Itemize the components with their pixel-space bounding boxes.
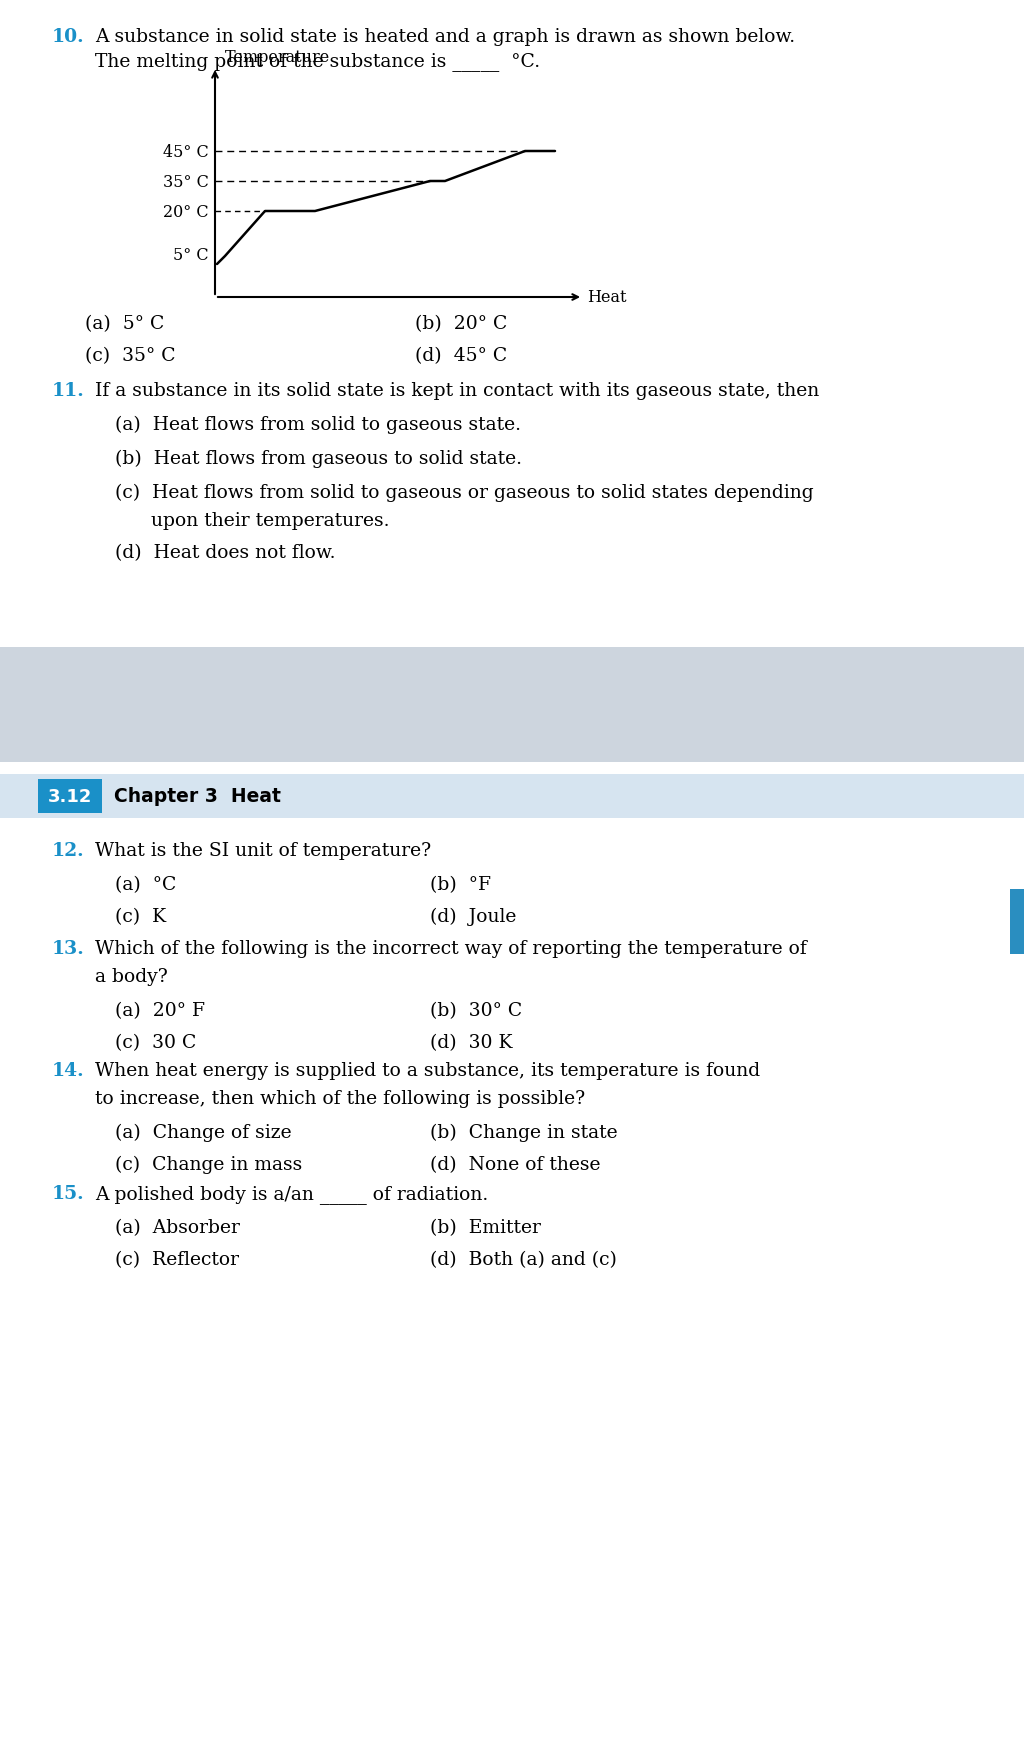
- Text: (b)  20° C: (b) 20° C: [415, 315, 507, 332]
- Text: (c)  Reflector: (c) Reflector: [115, 1251, 239, 1269]
- Text: The melting point of the substance is _____  °C.: The melting point of the substance is __…: [95, 53, 540, 70]
- Text: (d)  30 K: (d) 30 K: [430, 1033, 512, 1051]
- Text: When heat energy is supplied to a substance, its temperature is found: When heat energy is supplied to a substa…: [95, 1061, 760, 1079]
- Text: (c)  35° C: (c) 35° C: [85, 346, 176, 365]
- Bar: [0, 648, 1024, 763]
- Text: (b)  °F: (b) °F: [430, 875, 490, 894]
- Text: (b)  Heat flows from gaseous to solid state.: (b) Heat flows from gaseous to solid sta…: [115, 450, 522, 467]
- Text: (d)  45° C: (d) 45° C: [415, 346, 507, 365]
- Text: 14.: 14.: [52, 1061, 85, 1079]
- Text: 35° C: 35° C: [163, 174, 209, 190]
- Text: (a)  20° F: (a) 20° F: [115, 1001, 205, 1019]
- Bar: [38, 780, 102, 813]
- Text: (d)  None of these: (d) None of these: [430, 1156, 600, 1174]
- Text: (b)  Emitter: (b) Emitter: [430, 1218, 541, 1237]
- Bar: [0, 775, 1024, 819]
- Text: (d)  Joule: (d) Joule: [430, 907, 516, 926]
- Text: (b)  Change in state: (b) Change in state: [430, 1123, 617, 1142]
- Text: If a substance in its solid state is kept in contact with its gaseous state, the: If a substance in its solid state is kep…: [95, 381, 819, 401]
- Text: 12.: 12.: [52, 842, 85, 859]
- Text: upon their temperatures.: upon their temperatures.: [115, 511, 389, 529]
- Text: (c)  30 C: (c) 30 C: [115, 1033, 197, 1051]
- Text: Heat: Heat: [587, 290, 627, 306]
- Text: Chapter 3  Heat: Chapter 3 Heat: [114, 787, 281, 806]
- Text: What is the SI unit of temperature?: What is the SI unit of temperature?: [95, 842, 431, 859]
- Text: (c)  Change in mass: (c) Change in mass: [115, 1156, 302, 1174]
- Text: 10.: 10.: [52, 28, 85, 46]
- Text: 20° C: 20° C: [164, 204, 209, 220]
- Text: Temperature: Temperature: [225, 49, 331, 67]
- Text: (d)  Both (a) and (c): (d) Both (a) and (c): [430, 1251, 616, 1269]
- Text: A substance in solid state is heated and a graph is drawn as shown below.: A substance in solid state is heated and…: [95, 28, 795, 46]
- Text: (c)  Heat flows from solid to gaseous or gaseous to solid states depending: (c) Heat flows from solid to gaseous or …: [115, 483, 814, 503]
- Text: to increase, then which of the following is possible?: to increase, then which of the following…: [95, 1089, 585, 1107]
- Text: 3.12: 3.12: [48, 787, 92, 805]
- Text: (c)  K: (c) K: [115, 907, 166, 926]
- Text: a body?: a body?: [95, 968, 168, 986]
- Text: 15.: 15.: [52, 1184, 85, 1202]
- Text: (d)  Heat does not flow.: (d) Heat does not flow.: [115, 543, 336, 562]
- Text: 13.: 13.: [52, 940, 85, 958]
- Bar: [1010, 889, 1024, 954]
- Text: Which of the following is the incorrect way of reporting the temperature of: Which of the following is the incorrect …: [95, 940, 807, 958]
- Text: (a)  Heat flows from solid to gaseous state.: (a) Heat flows from solid to gaseous sta…: [115, 416, 521, 434]
- Text: 5° C: 5° C: [173, 246, 209, 264]
- Text: (a)  °C: (a) °C: [115, 875, 176, 894]
- Text: 45° C: 45° C: [163, 144, 209, 160]
- Text: (a)  Change of size: (a) Change of size: [115, 1123, 292, 1142]
- Text: (a)  5° C: (a) 5° C: [85, 315, 165, 332]
- Text: 11.: 11.: [52, 381, 85, 401]
- Text: (a)  Absorber: (a) Absorber: [115, 1218, 240, 1237]
- Text: (b)  30° C: (b) 30° C: [430, 1001, 522, 1019]
- Text: A polished body is a/an _____ of radiation.: A polished body is a/an _____ of radiati…: [95, 1184, 488, 1204]
